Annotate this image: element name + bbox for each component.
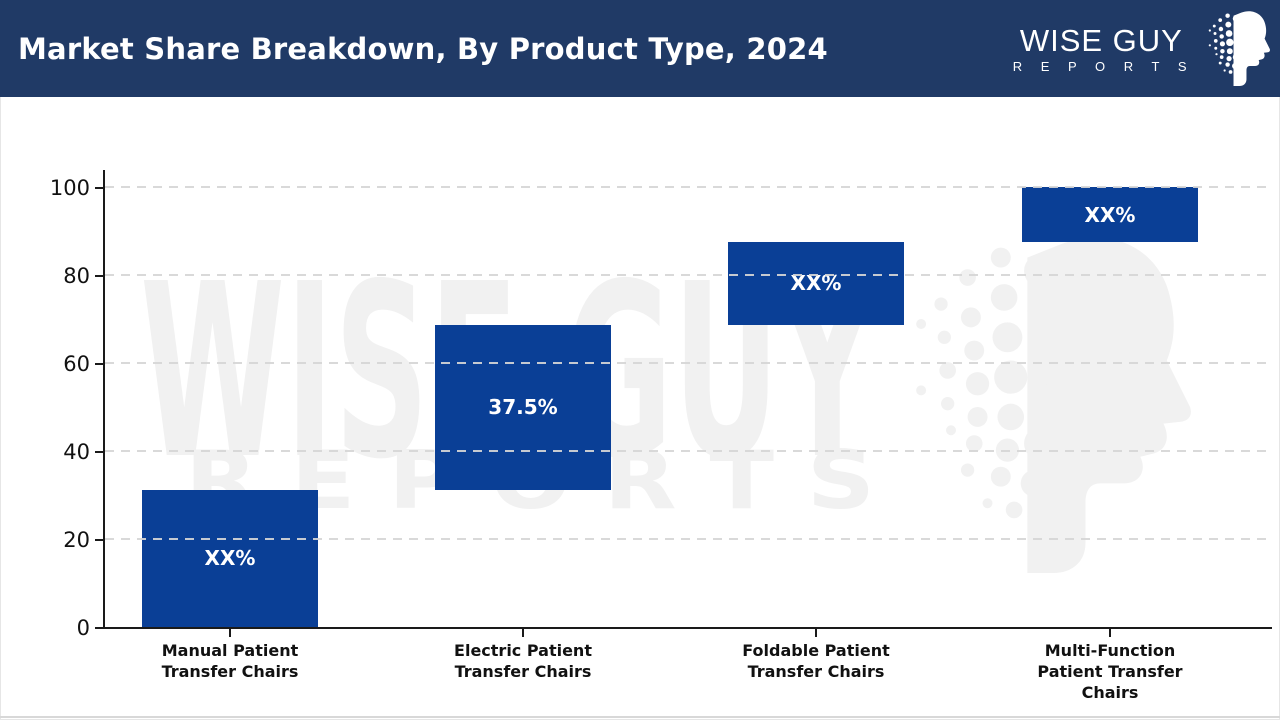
x-tick-mark [815, 629, 817, 637]
y-axis-line [103, 170, 105, 629]
y-tick-mark [95, 275, 103, 277]
x-tick-mark [1109, 629, 1111, 637]
x-axis-line [103, 627, 1272, 629]
bar-segment: XX% [728, 242, 904, 325]
x-category-label: Multi-Function Patient Transfer Chairs [1037, 641, 1183, 702]
x-tick-mark [522, 629, 524, 637]
brand-subtitle: R E P O R T S [1012, 58, 1194, 74]
brand-logo-text: WISE GUY R E P O R T S [1009, 25, 1194, 73]
gridline-80 [105, 274, 1272, 276]
y-tick-label: 80 [63, 264, 90, 288]
y-tick-mark [95, 539, 103, 541]
y-tick-label: 20 [63, 528, 90, 552]
y-tick-mark [95, 451, 103, 453]
y-tick-label: 0 [76, 616, 90, 640]
bar-segment: 37.5% [435, 324, 611, 490]
y-tick-label: 60 [63, 352, 90, 376]
bottom-border-line [0, 716, 1280, 718]
y-tick-mark [95, 363, 103, 365]
bar-value-label: 37.5% [488, 395, 558, 419]
brand-logo: WISE GUY R E P O R T S [1009, 0, 1272, 97]
page-title: Market Share Breakdown, By Product Type,… [18, 31, 828, 66]
bar-segment: XX% [1022, 187, 1198, 242]
y-tick-mark [95, 627, 103, 629]
y-tick-label: 40 [63, 440, 90, 464]
x-category-label: Foldable Patient Transfer Chairs [742, 641, 890, 681]
y-tick-mark [95, 187, 103, 189]
y-tick-label: 100 [49, 176, 90, 200]
brand-head-icon [1198, 8, 1272, 90]
bar-segment: XX% [142, 489, 318, 627]
bar-value-label: XX% [204, 546, 256, 571]
x-category-label: Manual Patient Transfer Chairs [161, 641, 299, 681]
bar-value-label: XX% [1084, 202, 1136, 227]
gridline-100 [105, 186, 1272, 188]
brand-name: WISE GUY [1019, 22, 1183, 58]
gridline-40 [105, 450, 1272, 452]
header-bar: Market Share Breakdown, By Product Type,… [0, 0, 1280, 97]
x-tick-mark [229, 629, 231, 637]
x-category-label: Electric Patient Transfer Chairs [454, 641, 592, 681]
gridline-20 [105, 538, 1272, 540]
watermark-head-icon [868, 224, 1200, 590]
gridline-60 [105, 362, 1272, 364]
